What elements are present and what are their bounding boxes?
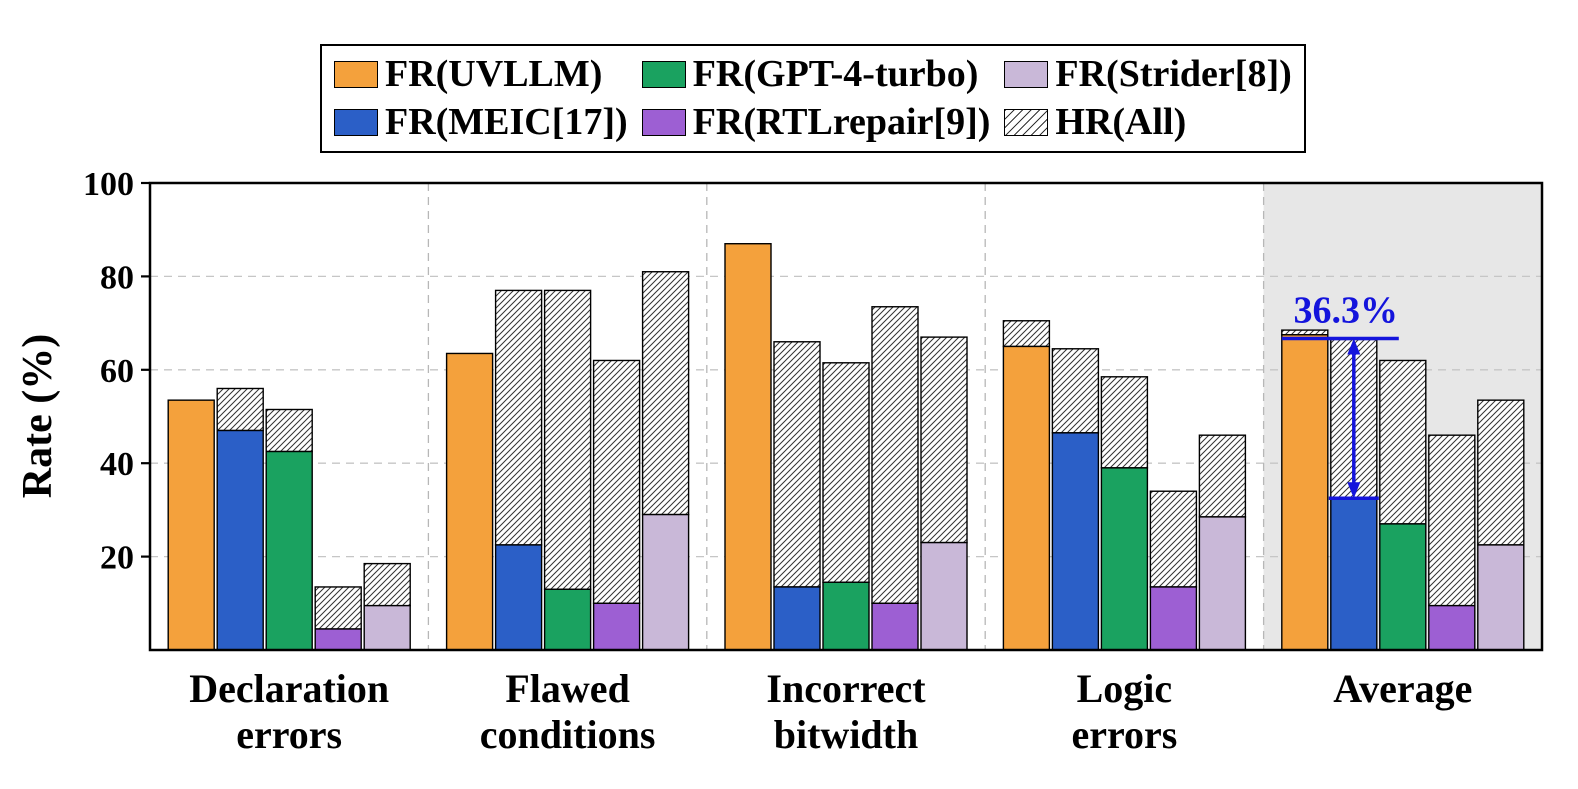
bar-fr — [1149, 586, 1198, 651]
bar-fr — [920, 541, 968, 651]
plot-border — [148, 181, 1544, 652]
annotation-arrowhead-up — [1347, 338, 1361, 355]
bar-fr — [773, 586, 821, 651]
bar-hr — [920, 336, 968, 544]
bar-hr — [363, 562, 411, 607]
y-tick-label: 80 — [100, 259, 134, 296]
legend-item: FR(Strider[8]) — [1004, 52, 1292, 98]
color-swatch-icon — [334, 61, 378, 89]
annotation-label: 36.3% — [1294, 290, 1399, 332]
color-swatch-icon — [641, 61, 686, 89]
hatch-swatch-icon — [1004, 108, 1049, 136]
legend-item: FR(UVLLM) — [334, 52, 628, 98]
legend-label: HR(All) — [1055, 100, 1187, 143]
x-category-label: Average — [1333, 666, 1472, 711]
bar-hr — [1100, 376, 1149, 469]
legend-item: FR(GPT-4-turbo) — [641, 52, 991, 98]
bar-fr — [592, 602, 641, 651]
bar-fr — [1330, 497, 1378, 651]
bar-hr — [1477, 399, 1525, 546]
bar-hr — [216, 387, 264, 432]
y-tick-label: 40 — [100, 446, 134, 483]
bar-fr — [494, 544, 543, 651]
color-swatch-icon — [641, 108, 686, 136]
x-category-label: Flawed conditions — [480, 666, 656, 757]
bar-fr — [216, 429, 264, 651]
y-axis-label: Rate (%) — [15, 333, 61, 499]
bar-fr — [724, 243, 772, 651]
bar-hr — [494, 289, 543, 546]
bar-hr — [1051, 348, 1100, 434]
bar-fr — [1051, 432, 1100, 651]
bar-fr — [1379, 523, 1427, 651]
bar-hr — [265, 408, 313, 453]
bar-fr — [445, 352, 494, 651]
bar-fr — [871, 602, 919, 651]
x-category-label: Declaration errors — [189, 666, 389, 757]
bar-fr — [543, 588, 592, 651]
bar-hr — [822, 362, 870, 583]
legend-label: FR(Strider[8]) — [1055, 53, 1292, 95]
bar-fr — [822, 581, 870, 651]
bar-hr — [871, 306, 919, 605]
bar-fr — [314, 628, 362, 651]
bar-fr — [1002, 345, 1051, 651]
legend-label: FR(MEIC[17]) — [385, 100, 628, 143]
bar-hr — [641, 271, 690, 516]
legend-item: FR(MEIC[17]) — [334, 100, 628, 146]
bar-fr — [1428, 604, 1476, 651]
color-swatch-icon — [334, 108, 378, 136]
bar-fr — [265, 450, 313, 651]
bar-hr — [543, 289, 592, 590]
legend-item: HR(All) — [1004, 100, 1291, 146]
color-swatch-icon — [1004, 61, 1049, 89]
legend-item: FR(RTLrepair[9]) — [641, 100, 991, 146]
y-tick-label: 60 — [100, 353, 134, 390]
bar-hr — [1198, 434, 1247, 518]
bar-hr — [592, 359, 641, 604]
y-tick-label: 100 — [83, 166, 134, 203]
bar-fr — [167, 399, 215, 651]
bar-fr — [363, 604, 411, 651]
bar-hr — [1428, 434, 1476, 607]
bar-fr — [1100, 467, 1149, 651]
legend-label: FR(UVLLM) — [385, 53, 603, 95]
legend-label: FR(RTLrepair[9]) — [692, 100, 991, 143]
bar-hr — [314, 586, 362, 630]
y-tick-label: 20 — [100, 540, 134, 577]
bar-hr — [773, 341, 821, 588]
bar-hr — [1002, 320, 1051, 348]
x-category-label: Logic errors — [1071, 666, 1177, 757]
bar-hr — [1379, 359, 1427, 525]
bar-fr — [1281, 334, 1329, 651]
legend-label: FR(GPT-4-turbo) — [692, 53, 979, 95]
bar-fr — [641, 513, 690, 651]
bar-fr — [1198, 516, 1247, 651]
legend: FR(UVLLM) FR(GPT-4-turbo) FR(Strider[8]) FR… — [320, 44, 1306, 154]
bar-hr — [1149, 490, 1198, 588]
annotation-arrowhead-down — [1347, 482, 1361, 499]
x-category-label: Incorrect bitwidth — [766, 666, 926, 757]
bar-fr — [1477, 544, 1525, 651]
